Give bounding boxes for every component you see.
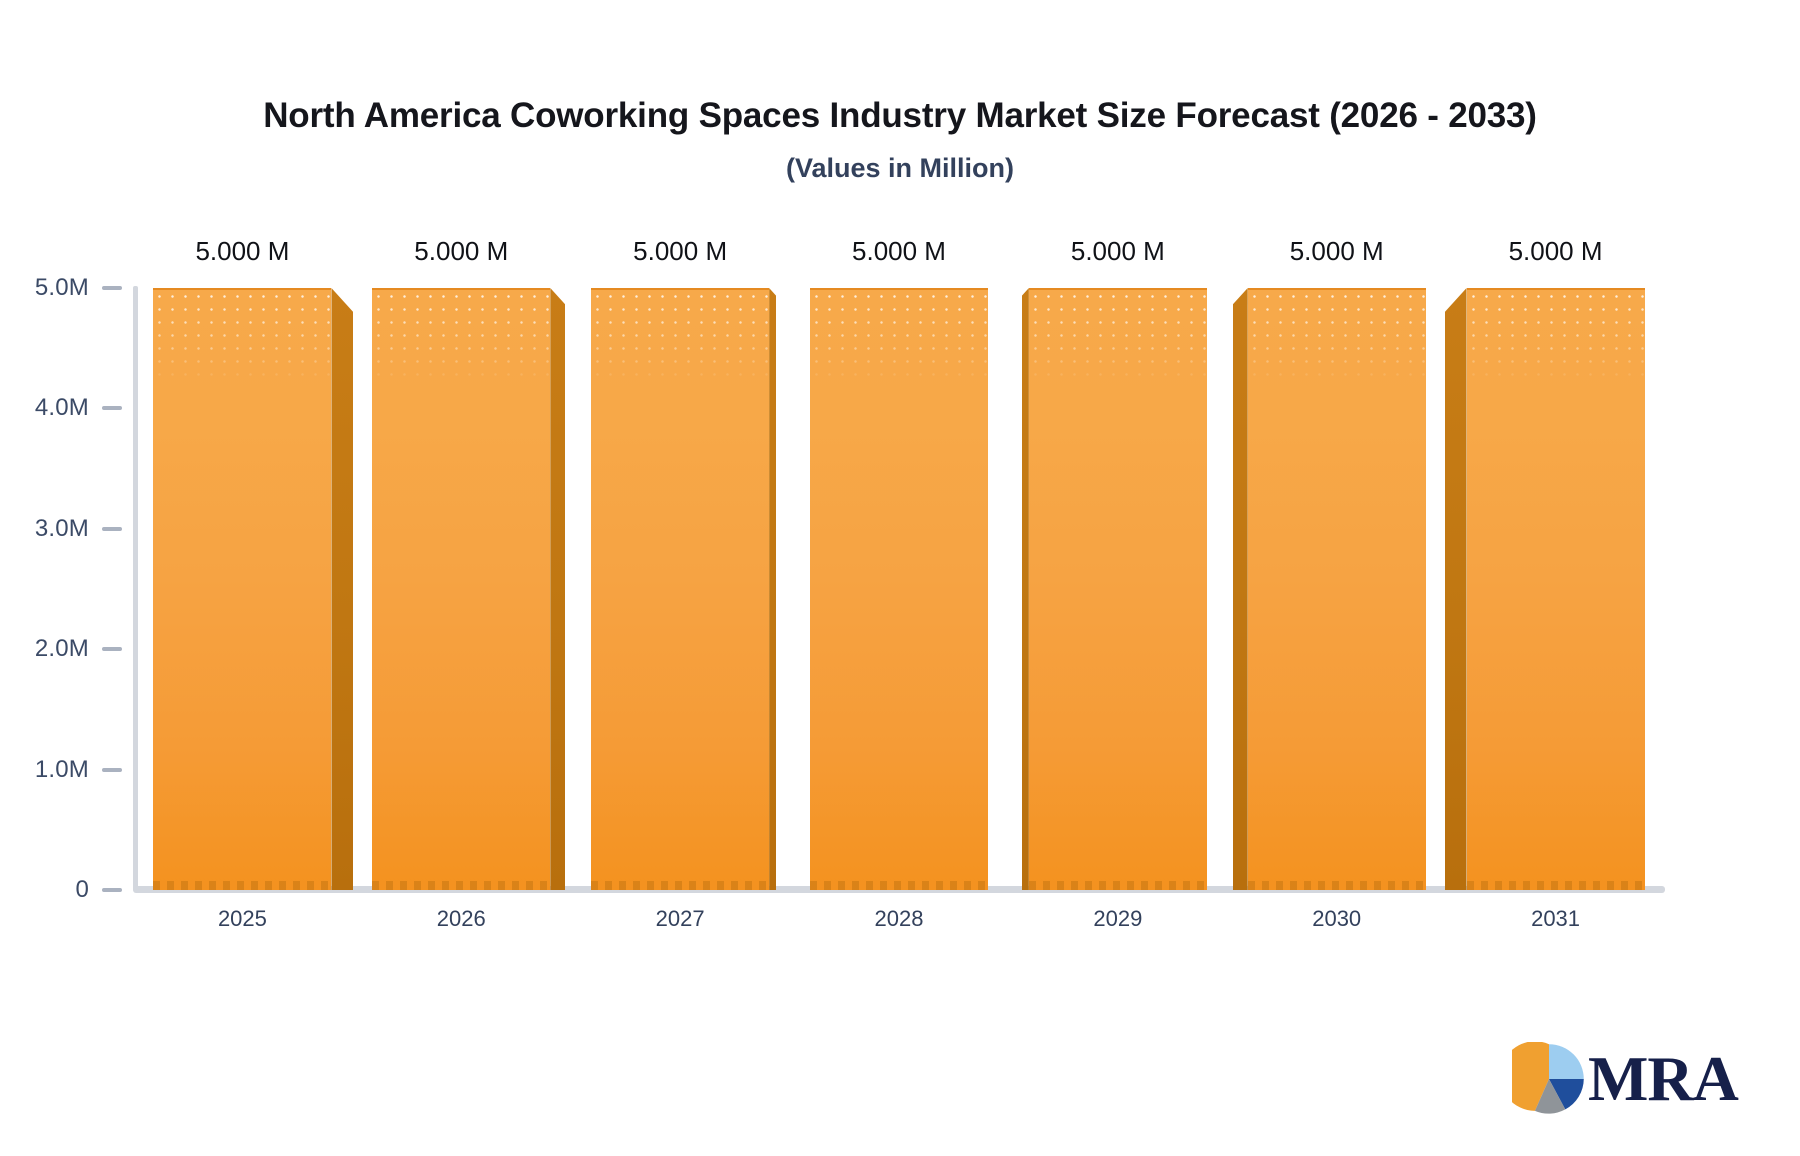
bar-2026[interactable] xyxy=(372,288,566,890)
bar-front-face xyxy=(1466,288,1645,890)
plot-area xyxy=(133,288,1665,890)
bar-front-face xyxy=(153,288,332,890)
y-axis-tick: 0 xyxy=(0,876,122,903)
y-axis-tick: 4.0M xyxy=(0,394,122,422)
bar-side-face xyxy=(1021,288,1029,890)
y-axis-tick-label: 5.0M xyxy=(34,274,89,301)
x-axis-label-2025: 2025 xyxy=(217,906,267,931)
x-axis-label-2027: 2027 xyxy=(655,906,705,931)
bar-front-face xyxy=(372,288,551,890)
bar-value-label: 5.000 M xyxy=(1070,236,1165,266)
bar-value-label: 5.000 M xyxy=(195,236,290,266)
bar-base-strip xyxy=(1466,881,1645,890)
bar-2025[interactable] xyxy=(153,288,354,890)
bar-value-label: 5.000 M xyxy=(1508,236,1603,266)
bar-base-strip xyxy=(153,881,332,890)
bar-value-label: 5.000 M xyxy=(1289,236,1384,266)
bar-value-label: 5.000 M xyxy=(414,236,509,266)
bar-front-face xyxy=(1028,288,1207,890)
bar-front-face xyxy=(591,288,770,890)
bar-texture xyxy=(153,290,332,385)
bar-2030[interactable] xyxy=(1232,288,1426,890)
bar-base-strip xyxy=(1247,881,1426,890)
bar-value-label: 5.000 M xyxy=(852,236,946,266)
pie-chart-icon xyxy=(1512,1042,1584,1114)
bar-value-label: 5.000 M xyxy=(633,236,728,266)
y-axis-tick: 3.0M xyxy=(0,514,122,542)
x-axis-label-2028: 2028 xyxy=(874,906,924,931)
y-axis-tick-label: 0 xyxy=(75,876,89,903)
x-axis-label-2029: 2029 xyxy=(1093,906,1143,931)
y-axis-tick-mark xyxy=(102,647,122,652)
bar-base-strip xyxy=(810,881,988,890)
bar-2028[interactable] xyxy=(810,288,988,890)
bar-side-face xyxy=(550,288,566,890)
bar-texture xyxy=(1028,290,1207,385)
x-axis-label-2030: 2030 xyxy=(1312,906,1362,931)
bar-side-face xyxy=(331,288,354,890)
bar-texture xyxy=(372,290,551,385)
bar-texture xyxy=(591,290,770,385)
bar-side-face xyxy=(1232,288,1248,890)
bar-texture xyxy=(810,290,988,385)
y-axis-tick: 1.0M xyxy=(0,755,122,783)
bar-front-face xyxy=(1247,288,1426,890)
y-axis-tick-label: 2.0M xyxy=(34,635,89,663)
bar-side-face xyxy=(1444,288,1467,890)
y-axis-tick-label: 4.0M xyxy=(34,394,89,422)
x-axis-label-2026: 2026 xyxy=(436,906,486,931)
bar-base-strip xyxy=(591,881,770,890)
y-axis-tick-mark xyxy=(102,888,122,892)
logo-text: MRA xyxy=(1588,1043,1739,1114)
bar-texture xyxy=(1466,290,1645,385)
y-axis-tick-mark xyxy=(102,526,122,531)
y-axis-tick: 5.0M xyxy=(0,274,122,301)
bar-texture xyxy=(1247,290,1426,385)
bar-front-face xyxy=(810,288,988,890)
y-axis-tick-label: 1.0M xyxy=(34,755,89,783)
x-axis-label-2031: 2031 xyxy=(1531,906,1581,931)
y-axis-tick-mark xyxy=(102,767,122,772)
bar-base-strip xyxy=(372,881,551,890)
bar-2031[interactable] xyxy=(1444,288,1645,890)
y-axis-tick-mark xyxy=(102,286,122,290)
y-axis-tick-label: 3.0M xyxy=(34,514,89,542)
bar-2029[interactable] xyxy=(1021,288,1207,890)
chart-header: North America Coworking Spaces Industry … xyxy=(0,96,1800,184)
y-axis-tick: 2.0M xyxy=(0,635,122,663)
y-axis-tick-mark xyxy=(102,406,122,411)
y-axis-line xyxy=(133,286,138,890)
bar-base-strip xyxy=(1028,881,1207,890)
chart-subtitle: (Values in Million) xyxy=(785,153,1015,184)
bar-2027[interactable] xyxy=(591,288,777,890)
bar-side-face xyxy=(769,288,777,890)
brand-logo: MRA xyxy=(1512,1042,1739,1116)
page-title: North America Coworking Spaces Industry … xyxy=(263,96,1537,135)
